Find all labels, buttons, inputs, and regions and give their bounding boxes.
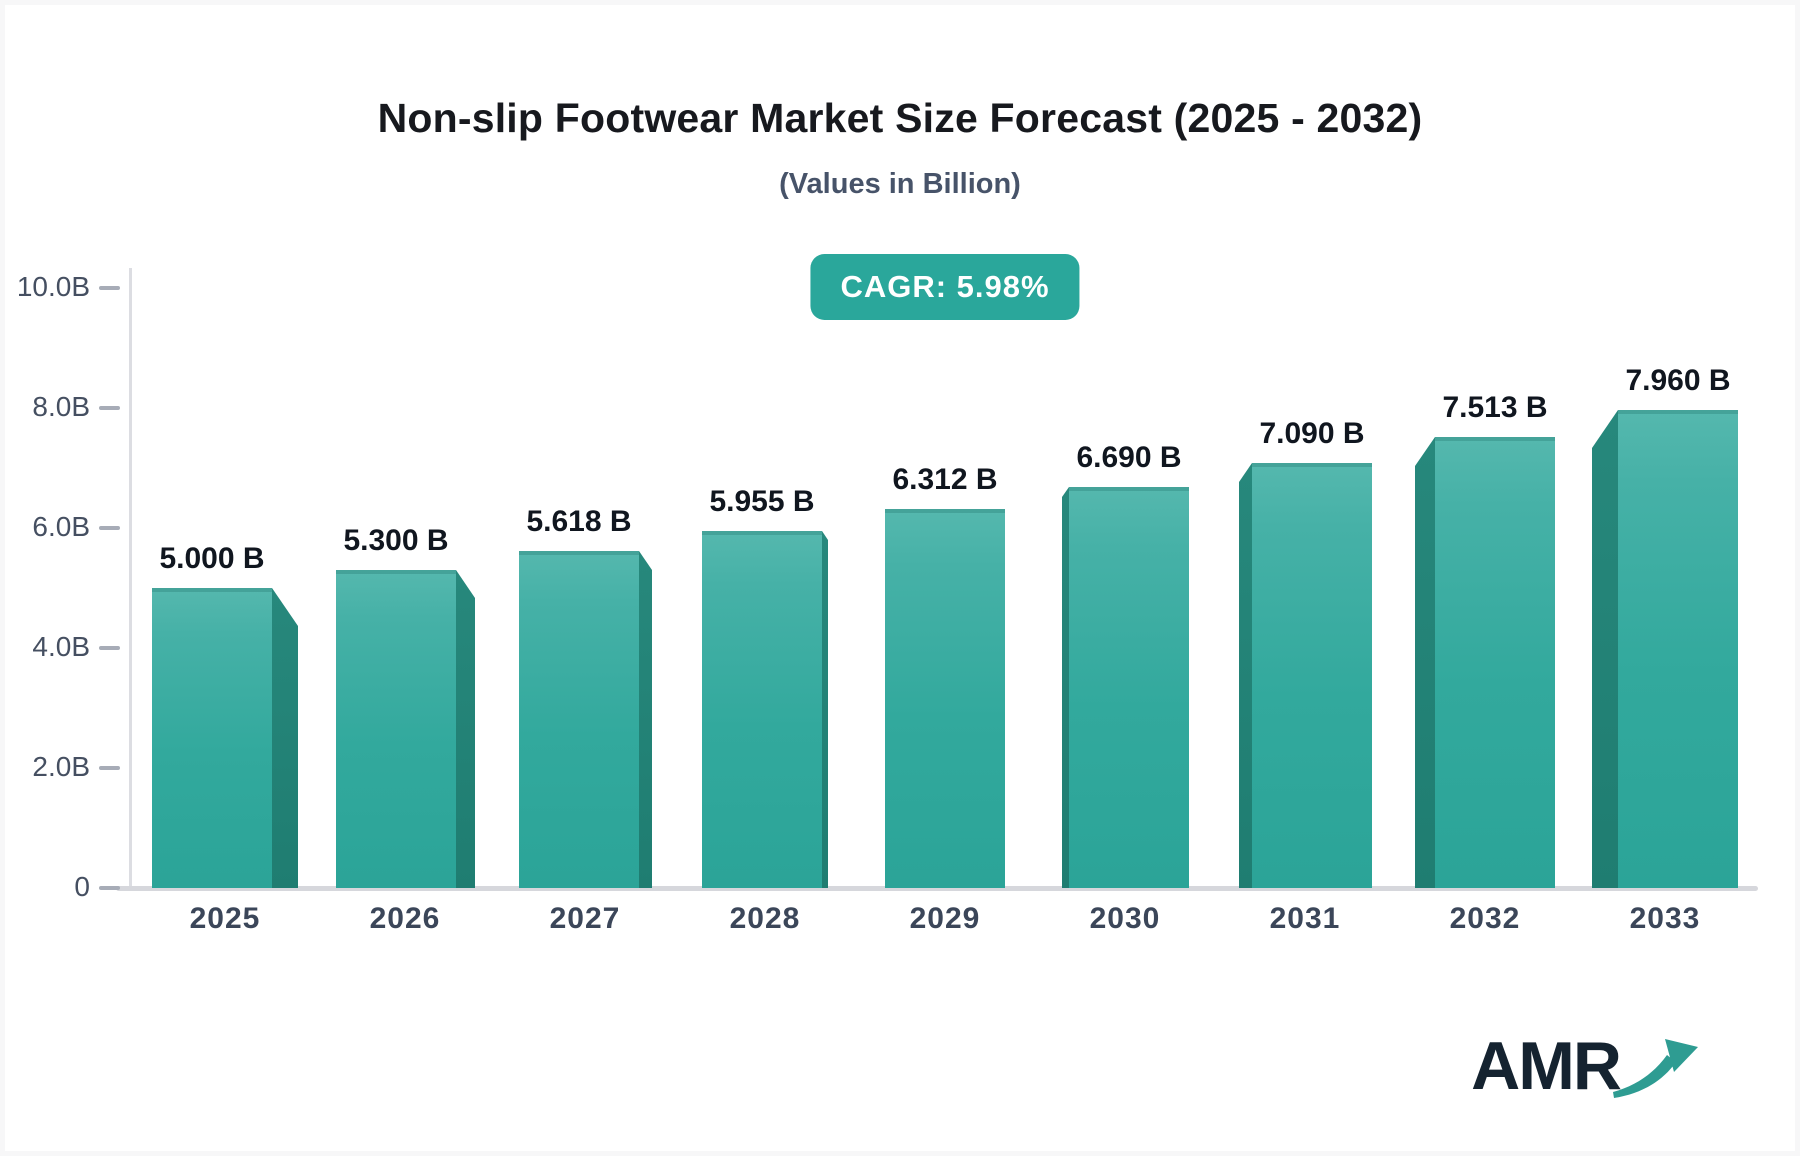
bar-value-label-2031: 7.090 B <box>1259 417 1365 450</box>
y-axis-line <box>129 268 132 889</box>
bar-2025 <box>152 588 298 888</box>
amr-logo: AMR <box>1471 1032 1702 1106</box>
y-tick-dash <box>99 766 120 770</box>
bar-side-shadow <box>1062 487 1069 888</box>
y-tick-label-6.0B: 6.0B <box>32 511 90 542</box>
bar-2033 <box>1592 410 1738 888</box>
bar-side-shadow <box>639 551 652 888</box>
bar-value-label-2029: 6.312 B <box>892 463 998 496</box>
bar-face <box>1252 463 1372 888</box>
growth-arrow-icon <box>1613 1039 1698 1098</box>
bar-face <box>336 570 456 888</box>
bar-side-shadow <box>272 588 298 888</box>
x-axis-line <box>116 886 1758 891</box>
y-tick-dash <box>99 286 120 290</box>
y-tick-label-10.0B: 10.0B <box>16 271 90 302</box>
x-axis-label-2033: 2033 <box>1629 902 1701 935</box>
bar-value-label-2026: 5.300 B <box>343 524 449 557</box>
bar-face <box>152 588 272 888</box>
bar-2030 <box>1062 487 1189 888</box>
bar-2027 <box>519 551 652 888</box>
x-axis-label-2031: 2031 <box>1269 902 1341 935</box>
bar-2029 <box>885 509 1005 888</box>
bar-value-label-2030: 6.690 B <box>1076 441 1182 474</box>
bar-2028 <box>702 531 828 888</box>
bar-side-shadow <box>1415 437 1435 888</box>
x-axis-label-2032: 2032 <box>1449 902 1521 935</box>
bar-value-label-2025: 5.000 B <box>159 542 265 575</box>
bar-value-label-2027: 5.618 B <box>526 505 632 538</box>
bar-face <box>1069 487 1189 888</box>
bar-side-shadow <box>1239 463 1252 888</box>
bar-face <box>1618 410 1738 888</box>
bar-side-shadow <box>822 531 828 888</box>
y-tick-dash <box>99 886 120 890</box>
y-tick-dash <box>99 646 120 650</box>
bar-2031 <box>1239 463 1372 888</box>
x-axis-label-2029: 2029 <box>909 902 981 935</box>
y-tick-dash <box>99 526 120 530</box>
bar-value-label-2033: 7.960 B <box>1625 364 1731 397</box>
bar-value-label-2028: 5.955 B <box>709 485 815 518</box>
x-axis-label-2025: 2025 <box>189 902 261 935</box>
bar-2032 <box>1415 437 1555 888</box>
y-tick-label-4.0B: 4.0B <box>32 631 90 662</box>
y-tick-label-2.0B: 2.0B <box>32 751 90 782</box>
x-axis-label-2028: 2028 <box>729 902 801 935</box>
y-tick-label-8.0B: 8.0B <box>32 391 90 422</box>
x-axis-label-2026: 2026 <box>369 902 441 935</box>
bar-face <box>885 509 1005 888</box>
bar-value-label-2032: 7.513 B <box>1442 391 1548 424</box>
bar-side-shadow <box>456 570 475 888</box>
bar-2026 <box>336 570 475 888</box>
cagr-badge: CAGR: 5.98% <box>810 254 1080 320</box>
bar-side-shadow <box>1592 410 1618 888</box>
chart-title: Non-slip Footwear Market Size Forecast (… <box>377 95 1423 141</box>
bar-face <box>1435 437 1555 888</box>
bar-face <box>702 531 822 888</box>
y-tick-dash <box>99 406 120 410</box>
x-axis-label-2030: 2030 <box>1089 902 1161 935</box>
y-tick-label-0: 0 <box>74 871 90 902</box>
bar-face <box>519 551 639 888</box>
x-axis-label-2027: 2027 <box>549 902 621 935</box>
amr-logo-text: AMR <box>1471 1028 1622 1104</box>
chart-subtitle: (Values in Billion) <box>779 168 1021 200</box>
